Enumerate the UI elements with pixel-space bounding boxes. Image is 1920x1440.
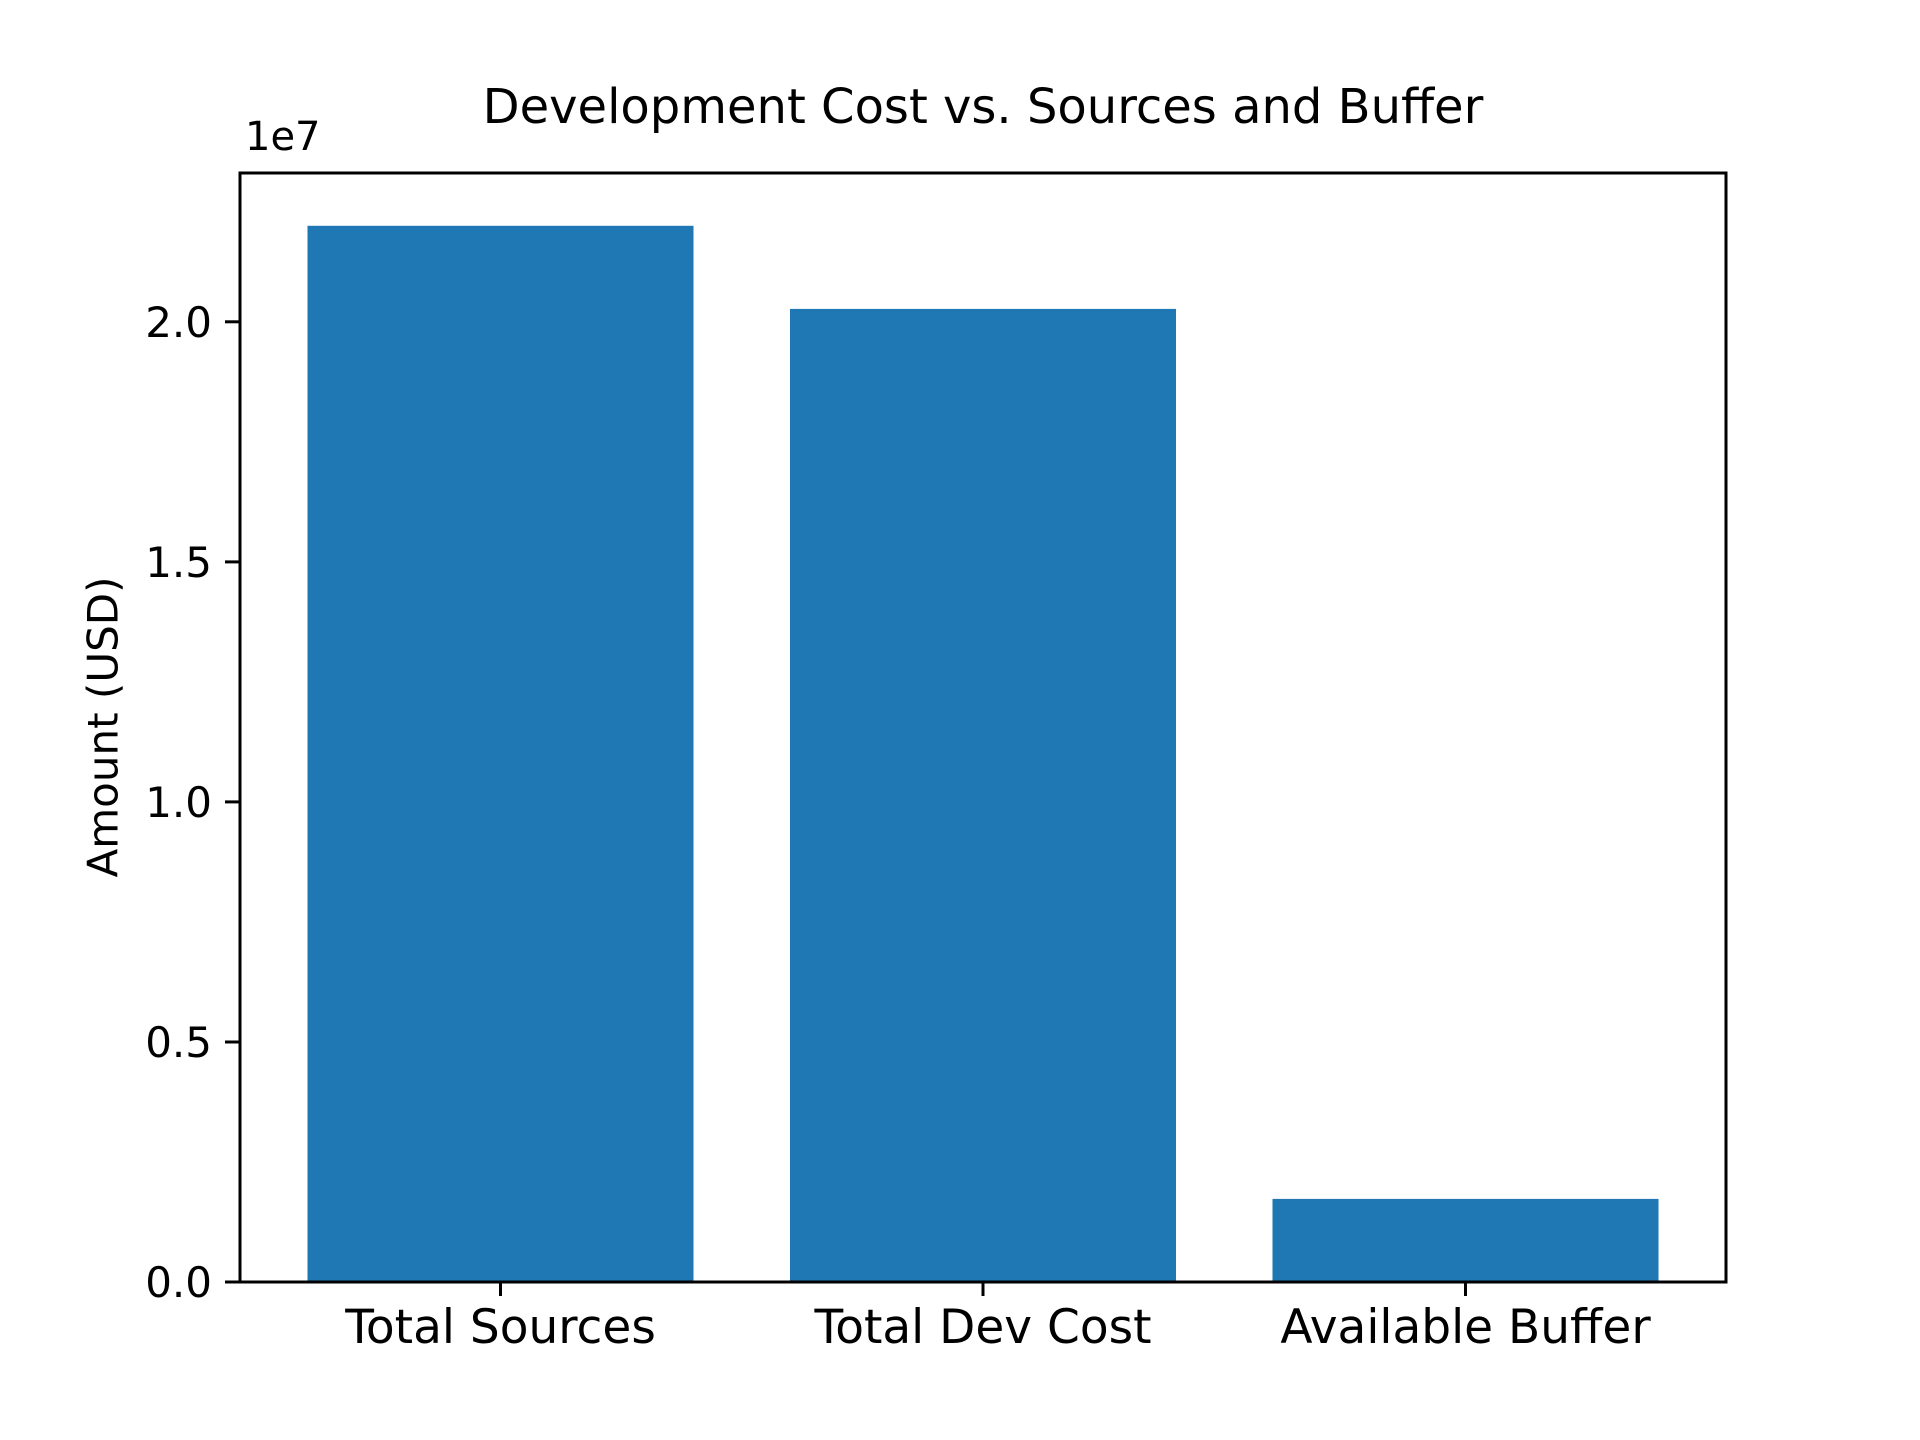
y-tick-label: 1.5	[145, 538, 212, 587]
y-axis-offset-label: 1e7	[245, 114, 321, 160]
y-tick-label: 0.5	[145, 1018, 212, 1067]
bar-total-sources	[307, 225, 694, 1282]
chart-title: Development Cost vs. Sources and Buffer	[482, 79, 1484, 135]
y-tick-label: 2.0	[145, 298, 212, 347]
bar-total-dev-cost	[790, 308, 1176, 1282]
x-tick-label: Available Buffer	[1280, 1300, 1651, 1355]
y-tick-label: 0.0	[145, 1258, 212, 1307]
y-tick-label: 1.0	[145, 778, 212, 827]
bar-available-buffer	[1272, 1198, 1659, 1282]
x-tick-label: Total Dev Cost	[813, 1300, 1151, 1355]
x-tick-label: Total Sources	[344, 1300, 656, 1355]
